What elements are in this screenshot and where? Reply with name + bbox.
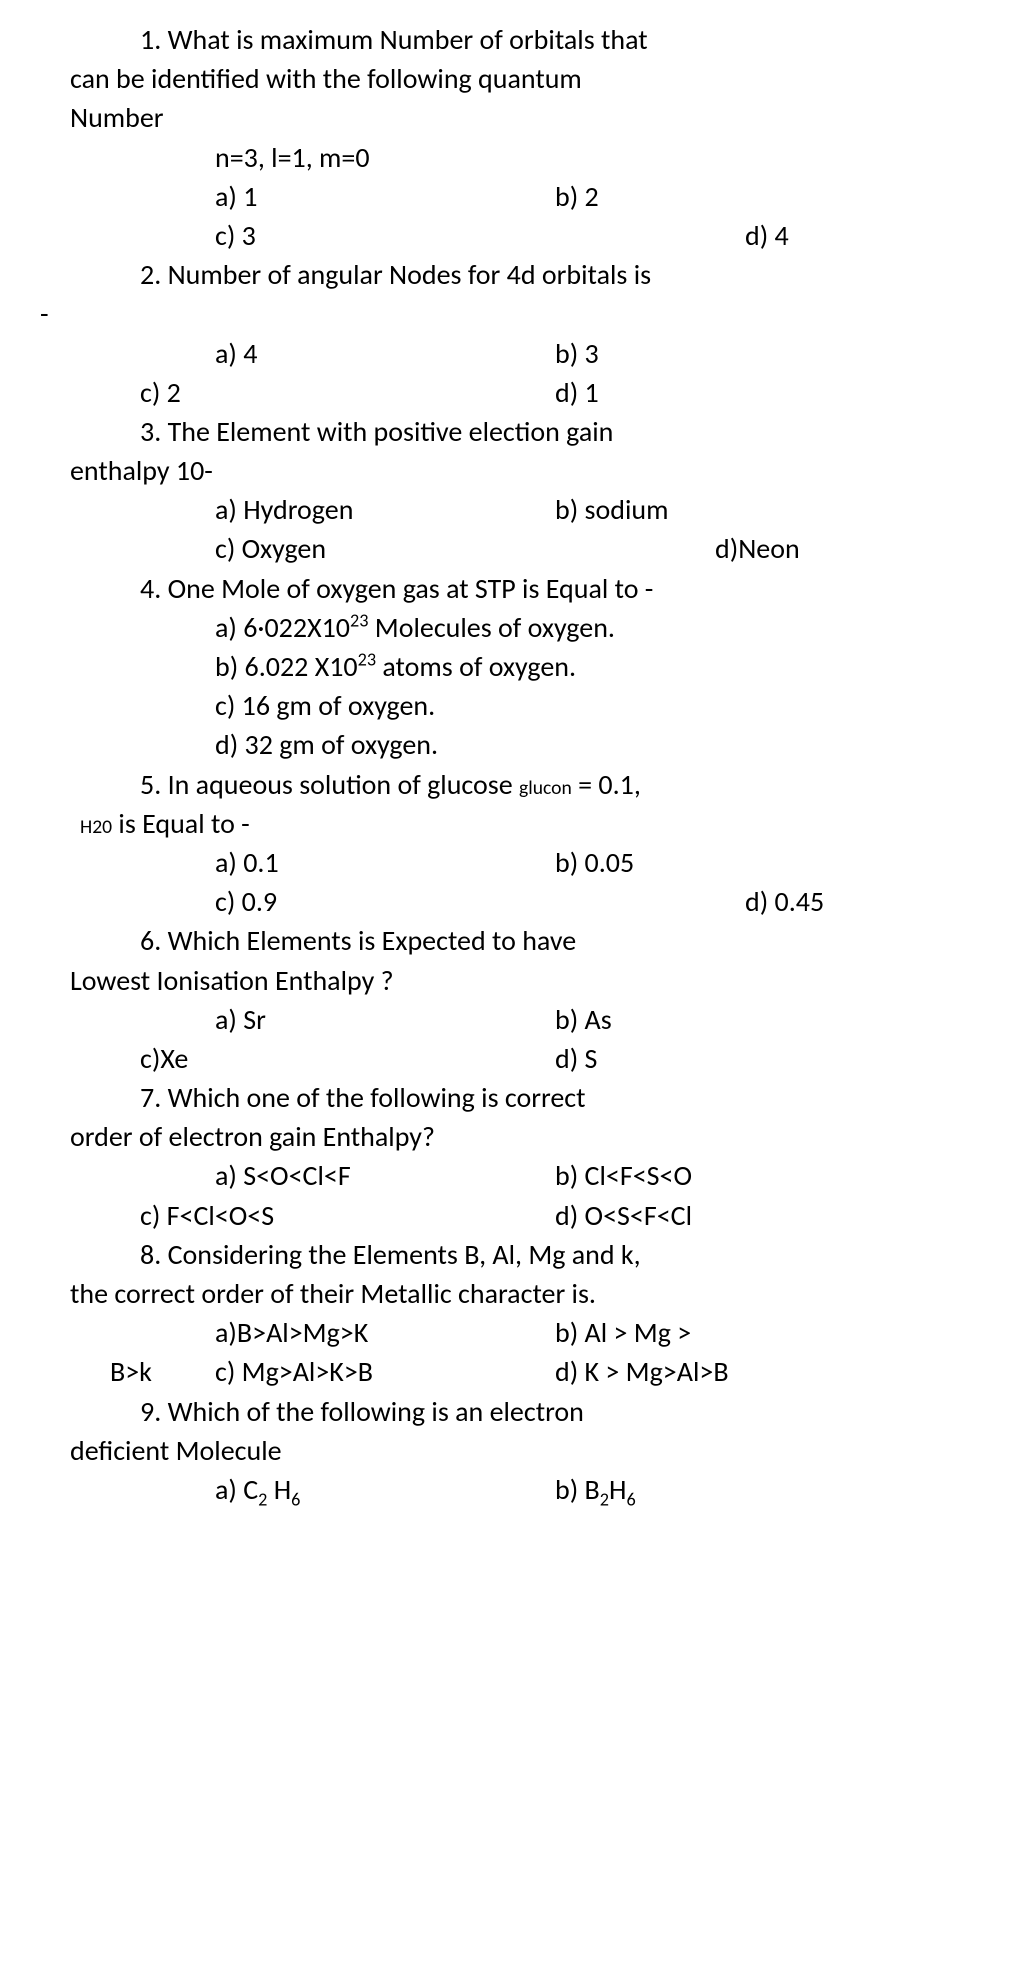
q6-opt-d: d) S	[555, 1039, 597, 1078]
q9-line1: 9. Which of the following is an electron	[140, 1392, 984, 1431]
q6-opt-c: c)Xe	[140, 1039, 555, 1078]
q3-line2: enthalpy 10-	[70, 451, 984, 490]
q4-a-sup: 23	[350, 609, 368, 631]
q5-opt-a: a) 0.1	[215, 843, 555, 882]
q3-opt-d: d)Neon	[715, 529, 800, 568]
q7-opt-d: d) O<S<F<Cl	[555, 1196, 692, 1235]
q2-row-ab: a) 4 b) 3	[215, 334, 984, 373]
q4: 4. One Mole of oxygen gas at STP is Equa…	[40, 569, 984, 765]
q3-line1: 3. The Element with positive election ga…	[140, 412, 984, 451]
q5-sub2: H20	[80, 815, 112, 839]
q9-a-sub2: 6	[291, 1489, 300, 1511]
q5-row-cd: c) 0.9 d) 0.45	[215, 882, 984, 921]
q4-a-pre: a) 6·022X10	[215, 610, 350, 645]
q4-opt-a: a) 6·022X1023 Molecules of oxygen.	[215, 608, 984, 647]
q4-b-pre: b) 6.022 X10	[215, 649, 358, 684]
q2-opt-a: a) 4	[215, 334, 555, 373]
q6-opt-b: b) As	[555, 1000, 612, 1039]
q5-post: is Equal to -	[112, 806, 250, 841]
q8-line1: 8. Considering the Elements B, Al, Mg an…	[140, 1235, 984, 1274]
q8-opt-a: a)B>Al>Mg>K	[215, 1313, 555, 1352]
q2: 2. Number of angular Nodes for 4d orbita…	[40, 255, 984, 412]
q1: 1. What is maximum Number of orbitals th…	[40, 20, 984, 255]
q9-line2: deficient Molecule	[70, 1431, 984, 1470]
q9-a-sub1: 2	[258, 1489, 267, 1511]
q2-dash: -	[40, 294, 984, 333]
q7-row-ab: a) S<O<Cl<F b) Cl<F<S<O	[215, 1156, 984, 1195]
q1-opt-b: b) 2	[555, 177, 599, 216]
q9-row-ab: a) C2 H6 b) B2H6	[215, 1470, 984, 1513]
q5-mid: = 0.1,	[572, 767, 641, 802]
q4-opt-b: b) 6.022 X1023 atoms of oxygen.	[215, 647, 984, 686]
q6: 6. Which Elements is Expected to have Lo…	[40, 921, 984, 1078]
q9-a-mid: H	[267, 1472, 291, 1507]
q5-sub1: glucon	[519, 776, 572, 800]
q5-opt-b: b) 0.05	[555, 843, 634, 882]
q5-line2: H20 is Equal to -	[80, 804, 984, 843]
q1-row-cd: c) 3 d) 4	[215, 216, 984, 255]
q9-b-sub2: 6	[626, 1489, 635, 1511]
q9-opt-b: b) B2H6	[555, 1470, 636, 1513]
q7-opt-c: c) F<Cl<O<S	[140, 1196, 555, 1235]
q1-row-ab: a) 1 b) 2	[215, 177, 984, 216]
q2-row-cd: c) 2 d) 1	[140, 373, 984, 412]
q6-opt-a: a) Sr	[215, 1000, 555, 1039]
q5-pre: 5. In aqueous solution of glucose	[140, 767, 519, 802]
q1-opt-a: a) 1	[215, 177, 555, 216]
q8-row-ab: a)B>Al>Mg>K b) Al > Mg >	[215, 1313, 984, 1352]
q4-b-sup: 23	[358, 649, 376, 671]
q8-row-cd: B>k c) Mg>Al>K>B d) K > Mg>Al>B	[110, 1352, 984, 1391]
q7-opt-b: b) Cl<F<S<O	[555, 1156, 692, 1195]
q4-a-post: Molecules of oxygen.	[368, 610, 615, 645]
q5-opt-d: d) 0.45	[745, 882, 824, 921]
q5-row-ab: a) 0.1 b) 0.05	[215, 843, 984, 882]
q7-line2: order of electron gain Enthalpy?	[70, 1117, 984, 1156]
q1-opt-c: c) 3	[215, 216, 745, 255]
q8-opt-b: b) Al > Mg >	[555, 1313, 691, 1352]
q6-line2: Lowest Ionisation Enthalpy ?	[70, 961, 984, 1000]
q9-b-mid: H	[609, 1472, 626, 1507]
q8-line2: the correct order of their Metallic char…	[70, 1274, 984, 1313]
q2-opt-b: b) 3	[555, 334, 599, 373]
q4-text: 4. One Mole of oxygen gas at STP is Equa…	[140, 569, 984, 608]
q9-a-pre: a) C	[215, 1472, 258, 1507]
q7: 7. Which one of the following is correct…	[40, 1078, 984, 1235]
q6-row-ab: a) Sr b) As	[215, 1000, 984, 1039]
q8-bk: B>k	[110, 1352, 215, 1391]
q1-line3: Number	[70, 98, 984, 137]
q8-opt-c: c) Mg>Al>K>B	[215, 1352, 555, 1391]
q9-b-sub1: 2	[600, 1489, 609, 1511]
q2-opt-d: d) 1	[555, 373, 599, 412]
q2-opt-c: c) 2	[140, 373, 555, 412]
q6-line1: 6. Which Elements is Expected to have	[140, 921, 984, 960]
q7-row-cd: c) F<Cl<O<S d) O<S<F<Cl	[140, 1196, 984, 1235]
q1-given: n=3, l=1, m=0	[215, 138, 984, 177]
q4-opt-d: d) 32 gm of oxygen.	[215, 725, 984, 764]
q2-text: 2. Number of angular Nodes for 4d orbita…	[140, 255, 984, 294]
q6-row-cd: c)Xe d) S	[140, 1039, 984, 1078]
q8: 8. Considering the Elements B, Al, Mg an…	[40, 1235, 984, 1392]
q5: 5. In aqueous solution of glucose glucon…	[40, 765, 984, 922]
q3-opt-a: a) Hydrogen	[215, 490, 555, 529]
q3: 3. The Element with positive election ga…	[40, 412, 984, 569]
q5-opt-c: c) 0.9	[215, 882, 745, 921]
q3-opt-c: c) Oxygen	[215, 529, 715, 568]
q7-opt-a: a) S<O<Cl<F	[215, 1156, 555, 1195]
q4-opt-c: c) 16 gm of oxygen.	[215, 686, 984, 725]
q4-b-post: atoms of oxygen.	[376, 649, 576, 684]
q1-opt-d: d) 4	[745, 216, 789, 255]
q3-row-ab: a) Hydrogen b) sodium	[215, 490, 984, 529]
q9-b-pre: b) B	[555, 1472, 600, 1507]
q5-line1: 5. In aqueous solution of glucose glucon…	[140, 765, 984, 804]
q8-opt-d: d) K > Mg>Al>B	[555, 1352, 729, 1391]
q7-line1: 7. Which one of the following is correct	[140, 1078, 984, 1117]
q3-row-cd: c) Oxygen d)Neon	[215, 529, 984, 568]
q1-line2: can be identified with the following qua…	[70, 59, 984, 98]
q9-opt-a: a) C2 H6	[215, 1470, 555, 1513]
q1-line1: 1. What is maximum Number of orbitals th…	[40, 20, 984, 59]
q9: 9. Which of the following is an electron…	[40, 1392, 984, 1513]
q3-opt-b: b) sodium	[555, 490, 668, 529]
